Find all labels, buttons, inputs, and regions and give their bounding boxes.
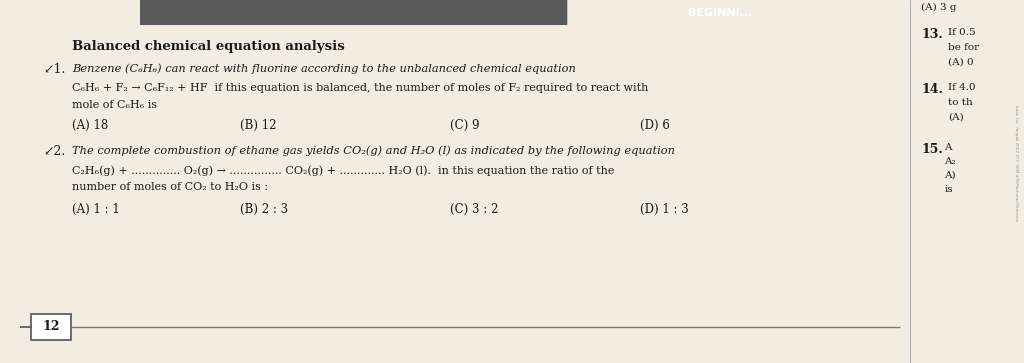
Text: is: is: [944, 185, 953, 194]
Text: C₂H₆(g) + .............. O₂(g) → ............... CO₂(g) + ............. H₂O (l).: C₂H₆(g) + .............. O₂(g) → .......…: [72, 165, 614, 176]
Bar: [140, 0, 570, 25]
Text: Benzene (C₆H₆) can react with fluorine according to the unbalanced chemical equa: Benzene (C₆H₆) can react with fluorine a…: [72, 63, 575, 74]
Text: A): A): [944, 171, 956, 180]
Text: If 4.0: If 4.0: [948, 83, 976, 92]
Text: (C) 3 : 2: (C) 3 : 2: [451, 203, 499, 216]
Text: ↙1.: ↙1.: [43, 63, 66, 76]
Text: (A) 18: (A) 18: [72, 119, 109, 132]
Text: Balanced chemical equation analysis: Balanced chemical equation analysis: [72, 40, 345, 53]
Text: BEGINNI...: BEGINNI...: [688, 8, 753, 18]
Text: (B) 12: (B) 12: [240, 119, 276, 132]
Text: mole of C₆H₆ is: mole of C₆H₆ is: [72, 100, 157, 110]
Text: The complete combustion of ethane gas yields CO₂(g) and H₂O (l) as indicated by : The complete combustion of ethane gas yi…: [72, 145, 675, 156]
Text: (A) 3 g: (A) 3 g: [922, 3, 957, 12]
Text: be for: be for: [948, 43, 980, 52]
Text: (A) 0: (A) 0: [948, 58, 974, 67]
Text: (A): (A): [948, 113, 964, 122]
Text: to th: to th: [948, 98, 973, 107]
Text: 14.: 14.: [922, 83, 943, 96]
Text: number of moles of CO₂ to H₂O is :: number of moles of CO₂ to H₂O is :: [72, 182, 268, 192]
Text: (A) 1 : 1: (A) 1 : 1: [72, 203, 120, 216]
FancyBboxPatch shape: [567, 0, 777, 43]
Text: 13.: 13.: [922, 28, 943, 41]
Text: book 1st   fanpak 2022 271  SEM 4/M/Mathuros/Question: book 1st fanpak 2022 271 SEM 4/M/Mathuro…: [1014, 105, 1018, 221]
Text: C₆H₆ + F₂ → C₆F₁₂ + HF  if this equation is balanced, the number of moles of F₂ : C₆H₆ + F₂ → C₆F₁₂ + HF if this equation …: [72, 83, 648, 93]
Text: (D) 1 : 3: (D) 1 : 3: [640, 203, 689, 216]
Text: A: A: [944, 143, 952, 152]
Text: 12: 12: [42, 321, 59, 334]
Text: (C) 9: (C) 9: [451, 119, 479, 132]
Text: If 0.5: If 0.5: [948, 28, 976, 37]
Text: (B) 2 : 3: (B) 2 : 3: [240, 203, 288, 216]
Text: 15.: 15.: [922, 143, 943, 156]
Text: A₂: A₂: [944, 157, 956, 166]
FancyBboxPatch shape: [31, 314, 71, 340]
Text: (D) 6: (D) 6: [640, 119, 671, 132]
Text: ↙2.: ↙2.: [43, 145, 66, 158]
